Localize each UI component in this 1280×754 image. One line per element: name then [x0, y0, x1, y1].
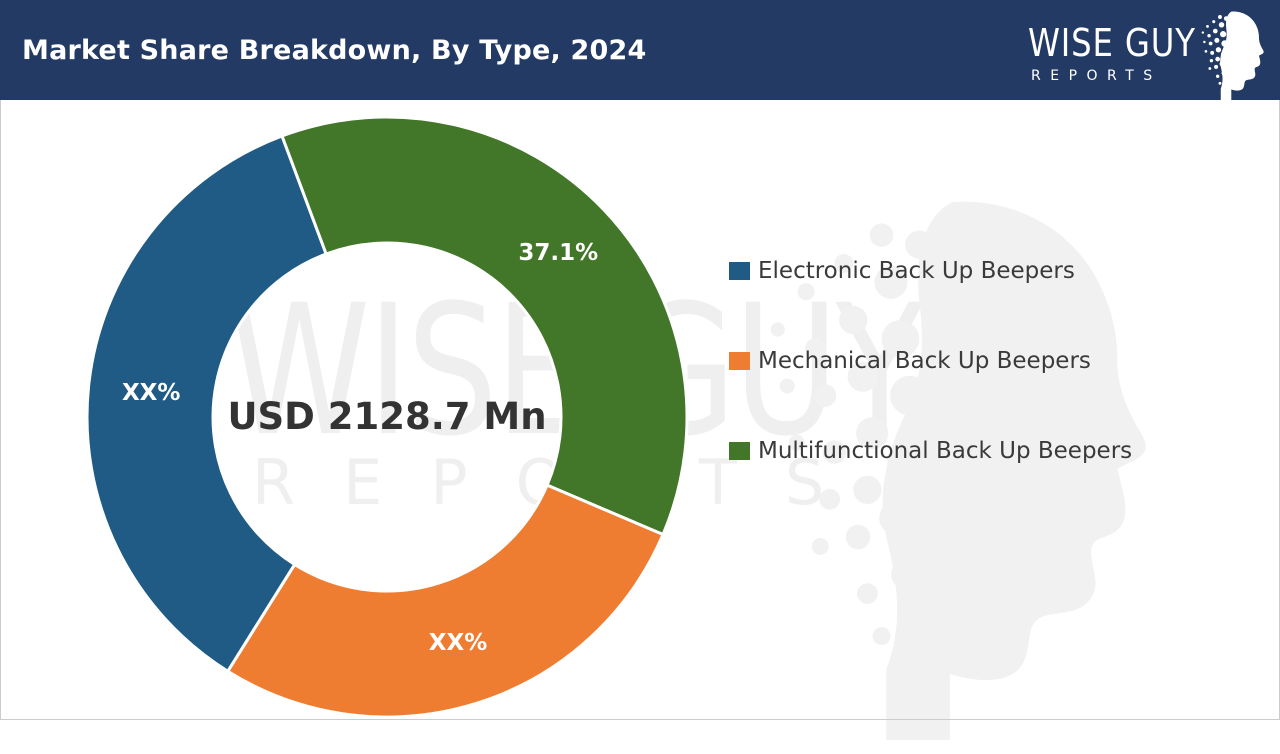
- donut-segment-electronic: [85, 134, 328, 673]
- donut-chart: 37.1% XX% XX%: [85, 115, 689, 719]
- legend-swatch-electronic: [729, 262, 750, 280]
- segment-label-electronic: XX%: [122, 380, 181, 406]
- segment-label-mechanical: XX%: [429, 630, 488, 656]
- brand-logo-subtext: REPORTS: [1031, 68, 1162, 84]
- legend-swatch-multifunctional: [729, 442, 750, 460]
- legend-item-electronic: Electronic Back Up Beepers: [729, 258, 1075, 284]
- legend-item-multifunctional: Multifunctional Back Up Beepers: [729, 438, 1132, 464]
- app-header: Market Share Breakdown, By Type, 2024 WI…: [0, 0, 1280, 100]
- legend-label-electronic: Electronic Back Up Beepers: [758, 258, 1075, 284]
- legend-label-mechanical: Mechanical Back Up Beepers: [758, 348, 1091, 374]
- brand-logo-text: WISE GUY: [1028, 21, 1196, 65]
- donut-segment-multifunctional: [280, 115, 689, 537]
- report-page: { "header": { "title": "Market Share Bre…: [0, 0, 1280, 720]
- brand-logo: WISE GUY REPORTS: [1028, 9, 1264, 91]
- legend-item-mechanical: Mechanical Back Up Beepers: [729, 348, 1091, 374]
- brand-face-icon: [1188, 9, 1266, 103]
- legend-swatch-mechanical: [729, 352, 750, 370]
- segment-label-multifunctional: 37.1%: [518, 240, 598, 266]
- legend-label-multifunctional: Multifunctional Back Up Beepers: [758, 438, 1133, 464]
- page-title: Market Share Breakdown, By Type, 2024: [22, 34, 647, 66]
- donut-segment-mechanical: [226, 483, 665, 719]
- chart-center-value: USD 2128.7 Mn: [227, 395, 547, 438]
